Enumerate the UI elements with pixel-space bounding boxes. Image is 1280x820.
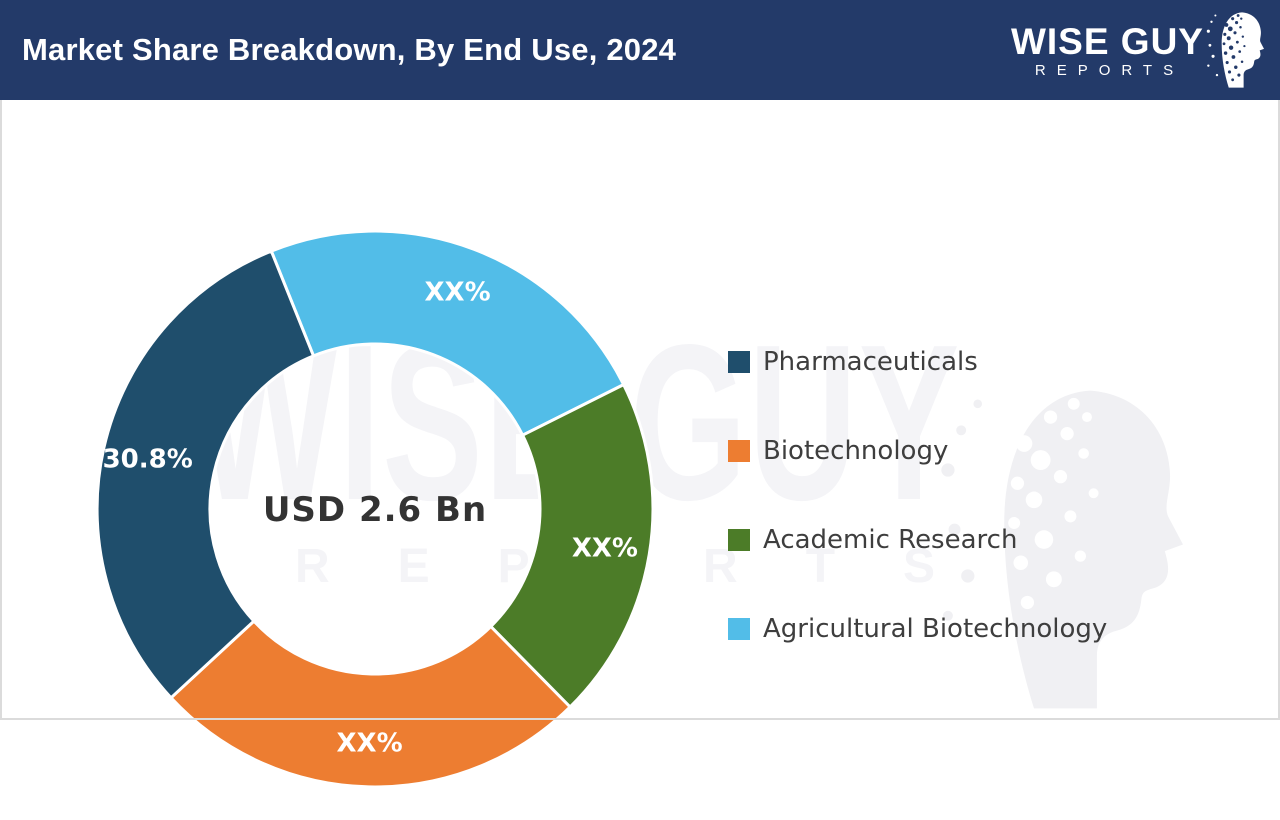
donut-slice-biotechnology (169, 619, 572, 789)
legend-swatch-icon (728, 529, 750, 551)
header-bar: Market Share Breakdown, By End Use, 2024… (0, 0, 1280, 100)
legend-label: Academic Research (763, 525, 1018, 555)
slice-label-pharmaceuticals: 30.8% (103, 444, 193, 474)
watermark-face-icon (941, 390, 1183, 709)
donut-slice-agricultural-biotechnology (269, 229, 626, 437)
chart-legend: Pharmaceuticals Biotechnology Academic R… (728, 347, 1108, 644)
legend-label: Agricultural Biotechnology (763, 614, 1108, 644)
page-title: Market Share Breakdown, By End Use, 2024 (22, 32, 677, 67)
legend-label: Pharmaceuticals (763, 347, 978, 377)
legend-item-pharmaceuticals: Pharmaceuticals (728, 347, 1107, 377)
donut-center-value: USD 2.6 Bn (263, 490, 487, 530)
chart-area: WISE GUY REPORTS XX% XX% XX% 30.8% USD 2.6 … (0, 100, 1280, 789)
legend-swatch-icon (728, 351, 750, 373)
legend-item-biotechnology: Biotechnology (728, 436, 1107, 466)
brand-logo-text: WISE GUY REPORTS (1011, 23, 1204, 78)
slice-label-agricultural-biotechnology: XX% (425, 277, 491, 307)
slice-label-academic-research: XX% (572, 533, 638, 563)
slice-label-biotechnology: XX% (337, 728, 403, 758)
donut-chart: XX% XX% XX% 30.8% USD 2.6 Bn (95, 229, 655, 789)
legend-swatch-icon (728, 440, 750, 462)
legend-label: Biotechnology (763, 436, 949, 466)
brand-name: WISE GUY (1010, 20, 1204, 62)
donut-slice-academic-research (489, 383, 655, 709)
donut-slice-pharmaceuticals (95, 249, 315, 700)
brand-logo: WISE GUY REPORTS (1011, 0, 1264, 100)
face-profile-icon (1206, 12, 1264, 88)
brand-subname: REPORTS (1034, 61, 1185, 79)
legend-item-academic-research: Academic Research (728, 525, 1107, 555)
legend-item-agricultural-biotechnology: Agricultural Biotechnology (728, 614, 1108, 644)
legend-swatch-icon (728, 618, 750, 640)
